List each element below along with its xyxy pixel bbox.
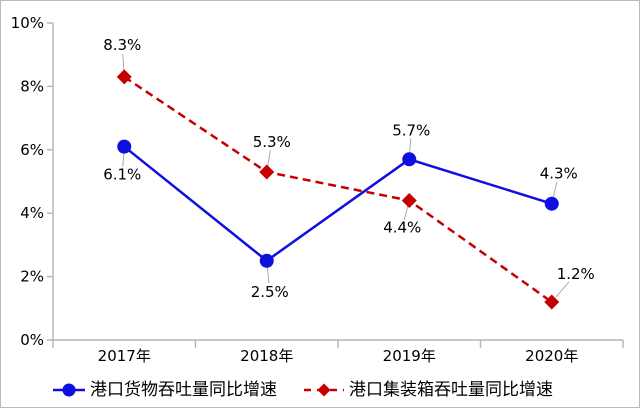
data-label-leader-line — [266, 266, 270, 284]
series-0: 6.1% 2.5% 5.7% 4.3% — [103, 121, 578, 300]
data-label: 1.2% — [557, 265, 595, 283]
y-tick-label: 4% — [20, 204, 44, 222]
x-category-label: 2018年 — [240, 347, 293, 365]
series-line — [123, 75, 553, 303]
data-point-marker — [401, 193, 417, 209]
y-tick-label: 10% — [11, 14, 44, 32]
legend-label-container-throughput: 港口集装箱吞吐量同比增速 — [349, 380, 553, 400]
legend-swatch-dashed-line-diamond-icon — [304, 383, 344, 397]
legend-item-container-throughput: 港口集装箱吞吐量同比增速 — [304, 377, 553, 403]
x-category-label: 2017年 — [98, 347, 151, 365]
x-category-label: 2020年 — [525, 347, 578, 365]
legend-item-cargo-throughput: 港口货物吞吐量同比增速 — [53, 377, 277, 403]
y-tick-label: 2% — [20, 268, 44, 286]
data-label: 8.3% — [103, 36, 141, 54]
data-label: 6.1% — [103, 166, 141, 184]
data-point-marker — [402, 152, 417, 167]
data-label-leader-line — [267, 150, 271, 167]
y-tick-label: 6% — [20, 141, 44, 159]
y-tick-label: 8% — [20, 77, 44, 95]
data-point-marker — [117, 139, 132, 154]
data-label: 5.7% — [392, 121, 430, 139]
chart-legend: 港口货物吞吐量同比增速 港口集装箱吞吐量同比增速 — [1, 377, 639, 403]
data-point-marker — [259, 164, 275, 180]
data-label: 4.3% — [540, 165, 578, 183]
legend-label-cargo-throughput: 港口货物吞吐量同比增速 — [90, 380, 277, 400]
data-label-leader-line — [122, 151, 125, 167]
data-point-marker — [259, 253, 274, 268]
y-tick-label: 0% — [20, 331, 44, 349]
series-line — [123, 145, 553, 263]
data-label-leader-line — [403, 205, 409, 221]
data-point-marker — [544, 294, 560, 310]
data-point-marker — [544, 196, 559, 211]
data-label-leader-line — [122, 53, 125, 72]
data-label: 4.4% — [383, 219, 421, 237]
series-1: 8.3% 5.3% 4.4% 1.2% — [103, 36, 595, 310]
data-label-leader-line — [555, 281, 570, 298]
data-point-marker — [116, 69, 132, 85]
data-label: 5.3% — [253, 133, 291, 151]
data-label-leader-line — [409, 138, 412, 155]
data-label-leader-line — [552, 181, 558, 199]
x-category-label: 2019年 — [383, 347, 436, 365]
data-label: 2.5% — [251, 283, 289, 301]
legend-swatch-solid-line-circle-icon — [53, 383, 85, 397]
